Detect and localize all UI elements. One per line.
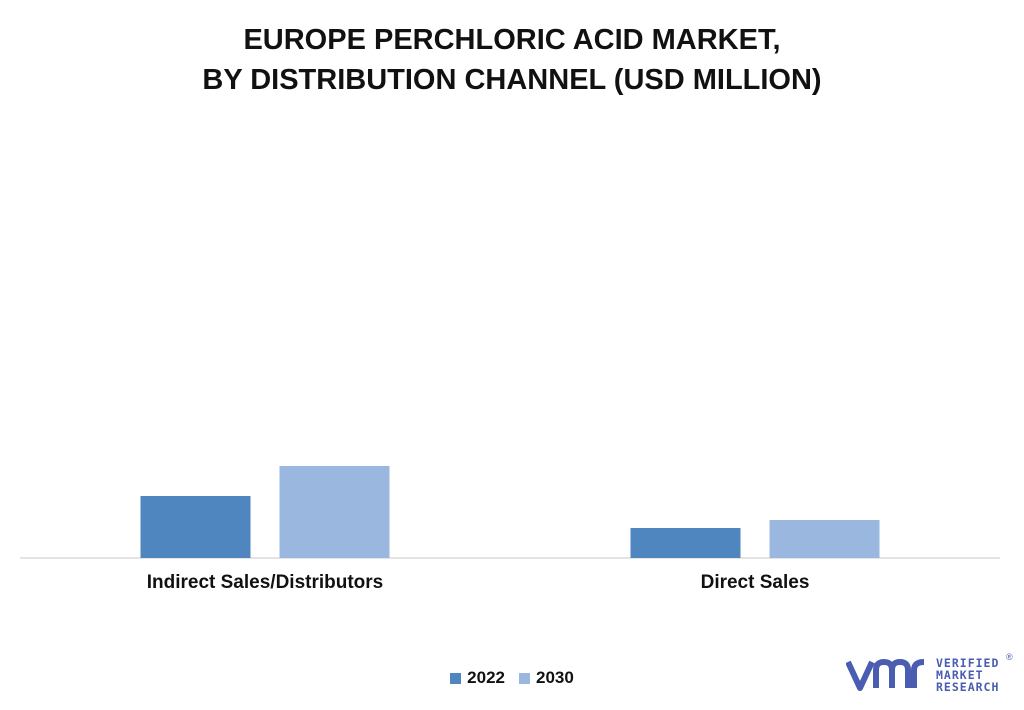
bar-2022-indirect-sales	[140, 496, 251, 558]
logo-line3: RESEARCH	[936, 680, 1000, 694]
bar-2030-direct-sales	[769, 520, 880, 558]
legend-swatch-2022	[450, 672, 462, 684]
legend-label-2030: 2030	[536, 668, 574, 687]
vmr-logo-icon	[846, 658, 925, 691]
category-label: Direct Sales	[701, 572, 810, 593]
logo-line2: MARKET	[936, 668, 984, 682]
category-label: Indirect Sales/Distributors	[147, 572, 384, 593]
verified-market-research-logo: VERIFIED MARKET RESEARCH ®	[846, 650, 1016, 700]
registered-mark: ®	[1006, 652, 1013, 662]
legend-item-2030: 2030	[519, 668, 574, 688]
bar-2030-indirect-sales	[279, 466, 390, 558]
legend-swatch-2030	[519, 672, 530, 684]
logo-text: VERIFIED MARKET RESEARCH	[936, 657, 999, 693]
legend: 2022 2030	[0, 668, 1024, 688]
legend-item-2022: 2022	[450, 668, 505, 688]
chart-title: EUROPE PERCHLORIC ACID MARKET, BY DISTRI…	[0, 20, 1024, 100]
legend-label-2022: 2022	[467, 668, 505, 687]
bar-2022-direct-sales	[630, 528, 741, 558]
chart-title-line2: BY DISTRIBUTION CHANNEL (USD MILLION)	[202, 64, 822, 96]
bar-chart: Indirect Sales/Distributors Direct Sales	[20, 466, 1000, 593]
logo-line1: VERIFIED	[936, 656, 1000, 670]
chart-title-line1: EUROPE PERCHLORIC ACID MARKET,	[243, 24, 781, 56]
